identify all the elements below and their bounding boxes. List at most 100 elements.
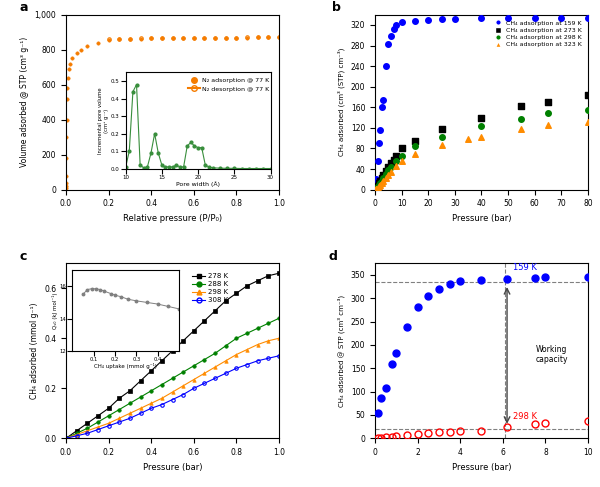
Point — [391, 21, 401, 29]
Text: d: d — [328, 250, 337, 262]
Point — [476, 122, 486, 130]
Point — [583, 118, 593, 126]
Point — [374, 182, 384, 190]
Point — [371, 185, 380, 192]
Point — [543, 98, 553, 106]
Point — [424, 16, 433, 24]
Point — [437, 16, 446, 23]
X-axis label: Pressure (bar): Pressure (bar) — [143, 463, 202, 471]
Y-axis label: CH₄ adsorbed (mmol g⁻¹): CH₄ adsorbed (mmol g⁻¹) — [29, 302, 38, 399]
Point — [374, 181, 384, 188]
Point — [371, 182, 380, 189]
Point — [377, 174, 386, 182]
Point — [397, 145, 406, 152]
Point — [410, 150, 419, 157]
Point — [517, 115, 526, 123]
Point — [376, 127, 385, 134]
Point — [397, 157, 406, 165]
Point — [376, 181, 385, 188]
Point — [437, 142, 446, 150]
Point — [370, 185, 380, 192]
X-axis label: Pressure (bar): Pressure (bar) — [452, 214, 511, 223]
Point — [476, 113, 486, 121]
Point — [381, 174, 391, 182]
X-axis label: Relative pressure (P/P₀): Relative pressure (P/P₀) — [123, 214, 222, 223]
Point — [517, 125, 526, 133]
Point — [378, 171, 388, 179]
Y-axis label: Volume adsorbed @ STP (cm³ g⁻¹): Volume adsorbed @ STP (cm³ g⁻¹) — [20, 37, 29, 167]
Legend: CH₄ adsorption at 159 K, CH₄ adsorption at 273 K, CH₄ adsorption at 298 K, CH₄ a: CH₄ adsorption at 159 K, CH₄ adsorption … — [490, 18, 585, 50]
Point — [476, 14, 486, 22]
Point — [370, 186, 380, 193]
Point — [371, 175, 381, 183]
Point — [374, 139, 384, 147]
Point — [386, 168, 396, 175]
Point — [376, 177, 385, 185]
Point — [377, 179, 386, 187]
Point — [378, 177, 388, 185]
Point — [373, 157, 382, 165]
Point — [557, 14, 566, 22]
Point — [370, 186, 380, 193]
Text: b: b — [332, 1, 341, 14]
Point — [371, 185, 380, 192]
Point — [386, 163, 396, 171]
Point — [389, 156, 398, 164]
Text: 298 K: 298 K — [514, 412, 538, 421]
Point — [383, 171, 393, 179]
Point — [373, 184, 382, 191]
Point — [373, 183, 382, 190]
Point — [381, 62, 391, 70]
Point — [383, 163, 393, 171]
Point — [383, 40, 393, 48]
Point — [391, 152, 401, 160]
Point — [410, 143, 419, 150]
Point — [583, 92, 593, 99]
Point — [410, 17, 419, 25]
Point — [377, 177, 386, 185]
Point — [386, 32, 396, 40]
Point — [543, 121, 553, 129]
Point — [371, 185, 381, 192]
Point — [397, 152, 406, 160]
Text: c: c — [19, 250, 26, 262]
Text: Working
capacity: Working capacity — [536, 345, 568, 364]
Point — [476, 133, 486, 141]
Point — [397, 19, 406, 26]
Point — [386, 159, 396, 167]
X-axis label: Pressure (bar): Pressure (bar) — [452, 463, 511, 471]
Point — [410, 137, 419, 145]
Point — [583, 14, 593, 22]
Y-axis label: CH₄ adsorbed (cm³ (STP) cm⁻³): CH₄ adsorbed (cm³ (STP) cm⁻³) — [338, 48, 345, 156]
Point — [391, 162, 401, 170]
Legend: N₂ adsorption @ 77 K, N₂ desorption @ 77 K: N₂ adsorption @ 77 K, N₂ desorption @ 77… — [185, 75, 272, 94]
Y-axis label: CH₄ adsorbed @ STP (cm³ cm⁻³): CH₄ adsorbed @ STP (cm³ cm⁻³) — [338, 295, 345, 407]
Point — [383, 166, 393, 174]
Point — [517, 102, 526, 110]
Point — [543, 110, 553, 117]
Point — [530, 14, 539, 22]
Text: a: a — [19, 1, 28, 14]
Point — [450, 15, 460, 22]
Point — [381, 170, 391, 178]
Point — [391, 157, 401, 165]
Point — [437, 125, 446, 133]
Point — [373, 182, 382, 189]
Point — [503, 14, 513, 22]
Point — [378, 174, 388, 182]
Point — [463, 135, 473, 143]
Point — [371, 185, 380, 193]
Point — [583, 106, 593, 114]
Point — [381, 167, 391, 174]
Point — [377, 103, 386, 111]
Point — [378, 95, 388, 103]
Point — [371, 184, 381, 191]
Text: 159 K: 159 K — [514, 263, 538, 272]
Point — [437, 133, 446, 141]
Point — [371, 184, 381, 192]
Point — [389, 25, 398, 33]
Point — [370, 186, 380, 193]
Point — [376, 179, 385, 187]
Legend: 278 K, 288 K, 298 K, 308 K: 278 K, 288 K, 298 K, 308 K — [189, 270, 230, 306]
Point — [374, 179, 384, 187]
